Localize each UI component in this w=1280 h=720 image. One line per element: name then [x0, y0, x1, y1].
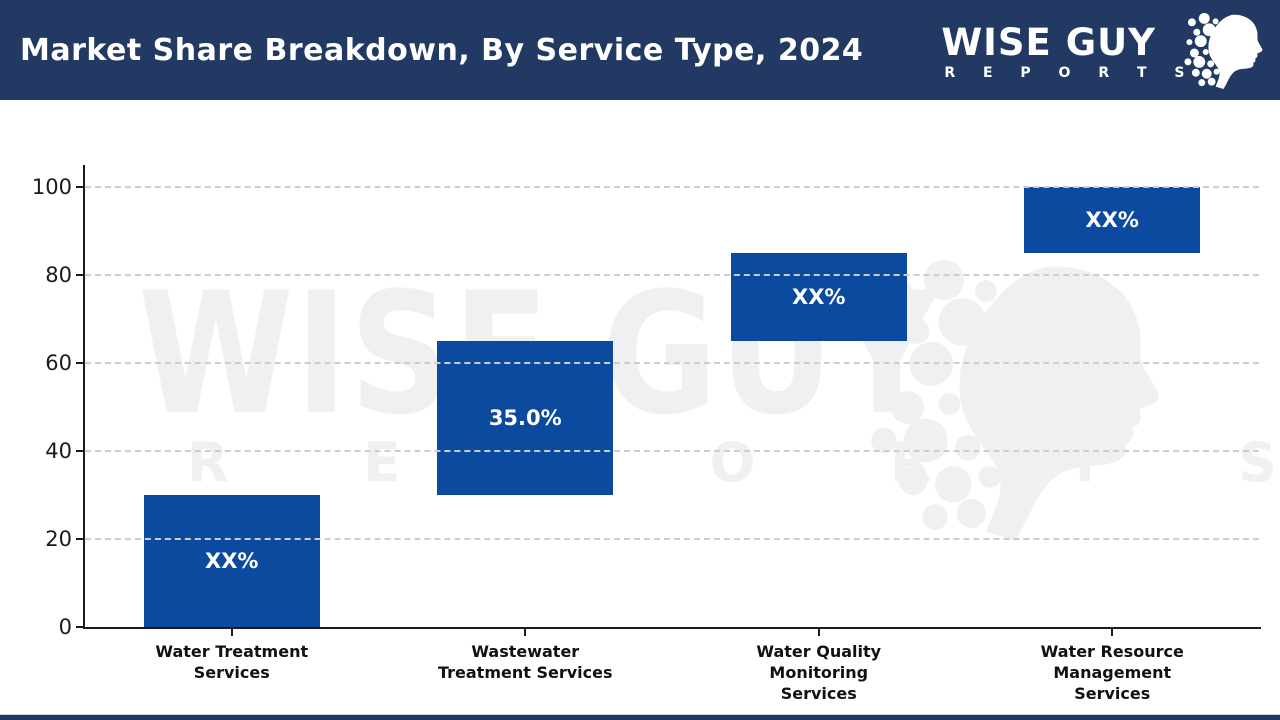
y-tick-label: 60 [45, 351, 72, 375]
y-tick [76, 626, 84, 628]
x-category-label: Water Quality Monitoring Services [756, 642, 882, 703]
gridline [85, 274, 1259, 276]
y-tick-label: 20 [45, 527, 72, 551]
header: Market Share Breakdown, By Service Type,… [0, 0, 1280, 100]
y-tick [76, 186, 84, 188]
bar [730, 253, 907, 341]
x-tick [524, 629, 527, 636]
y-tick-label: 100 [31, 175, 72, 199]
brand-subname: R E P O R T S [944, 65, 1196, 81]
y-tick-label: 40 [45, 439, 72, 463]
y-tick-label: 0 [58, 615, 72, 639]
bar [437, 341, 614, 495]
x-category-label: Water Resource Management Services [1040, 642, 1184, 703]
bar [143, 495, 320, 627]
y-tick [76, 274, 84, 276]
y-tick [76, 538, 84, 540]
y-tick [76, 450, 84, 452]
x-category-label: Water Treatment Services [155, 642, 309, 682]
x-axis-spine [83, 627, 1261, 629]
bar-value-label: XX% [205, 549, 259, 573]
bar-value-label: XX% [1085, 208, 1139, 232]
x-tick [1111, 629, 1114, 636]
brand-wordmark: WISE GUY R E P O R T S [941, 24, 1196, 80]
x-tick [817, 629, 820, 636]
watermark-head-icon [871, 259, 1159, 541]
bar-value-label: 35.0% [488, 406, 562, 430]
x-tick [230, 629, 233, 636]
gridline [85, 362, 1259, 364]
x-category-label: Wastewater Treatment Services [437, 642, 613, 682]
brand-logo: WISE GUY R E P O R T S [941, 10, 1266, 94]
brand-name: WISE GUY [941, 21, 1156, 64]
bar [1024, 187, 1201, 253]
page-title: Market Share Breakdown, By Service Type,… [20, 32, 864, 68]
y-tick [76, 362, 84, 364]
bar-value-label: XX% [792, 285, 846, 309]
y-tick-label: 80 [45, 263, 72, 287]
gridline [85, 538, 1259, 540]
gridline [85, 450, 1259, 452]
y-axis-spine [83, 165, 85, 629]
footer-bar [0, 714, 1280, 720]
logo-head-icon [1184, 12, 1263, 90]
gridline [85, 186, 1259, 188]
